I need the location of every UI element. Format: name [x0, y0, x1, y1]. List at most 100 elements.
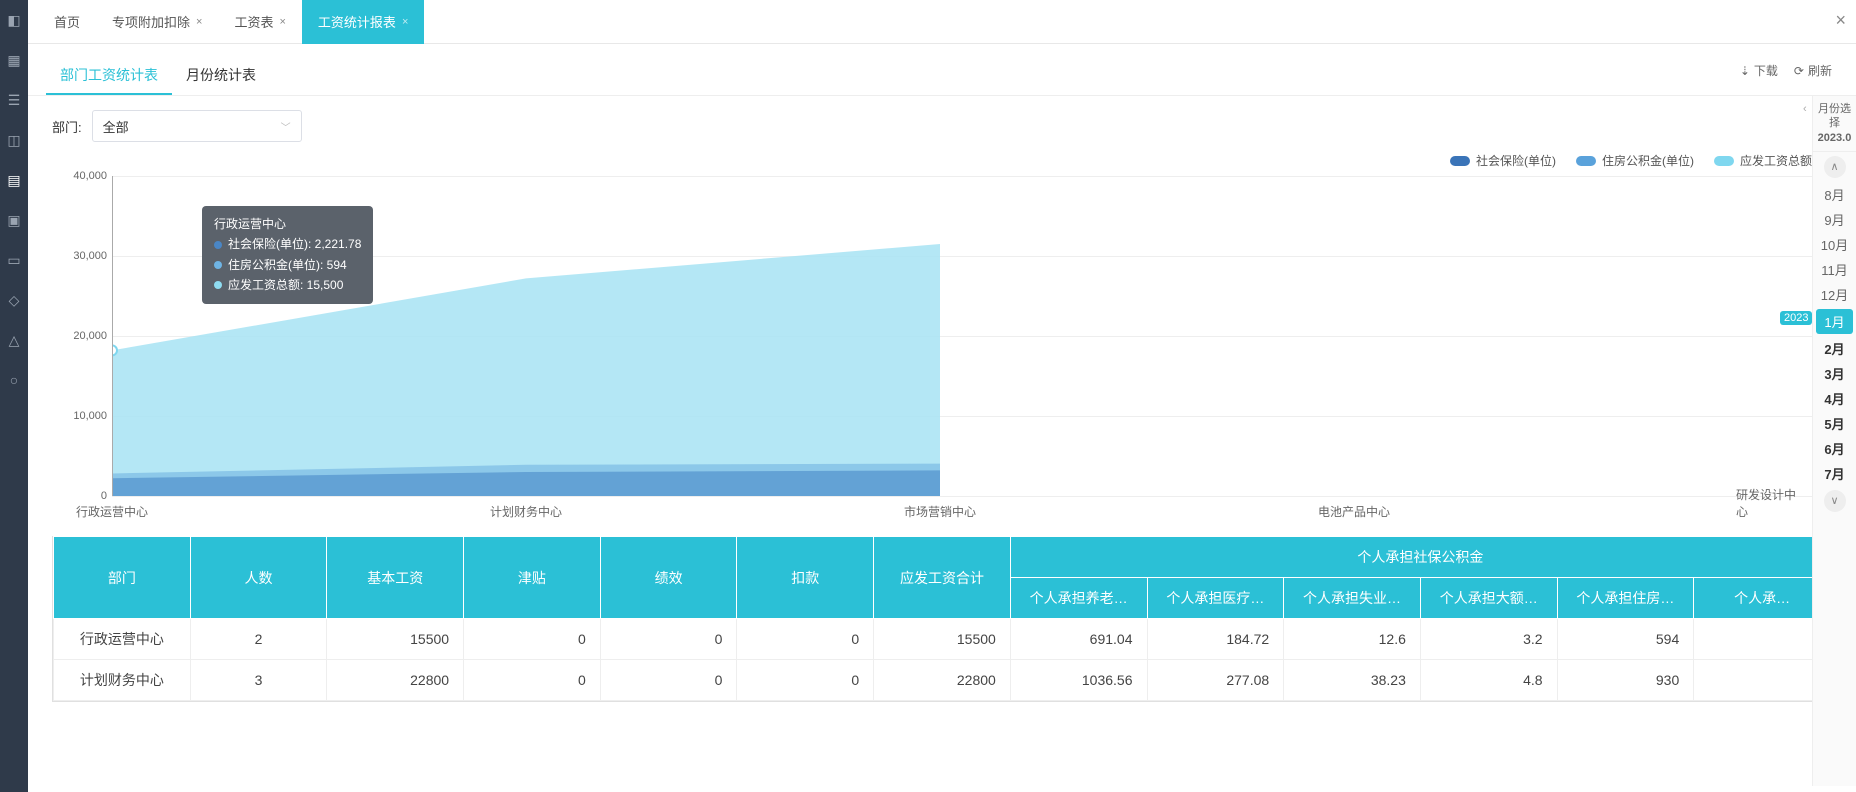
table-header: 应发工资合计 — [874, 537, 1011, 619]
month-item[interactable]: 9月 — [1813, 207, 1856, 232]
salary-chart: 社会保险(单位)住房公积金(单位)应发工资总额 010,00020,00030,… — [52, 156, 1832, 526]
download-icon: ⇣ — [1740, 64, 1750, 78]
nav-icon[interactable]: ◇ — [0, 280, 28, 320]
dept-select-value: 全部 — [103, 117, 129, 136]
month-item[interactable]: 11月 — [1813, 257, 1856, 282]
nav-icon[interactable]: ◫ — [0, 120, 28, 160]
nav-icon[interactable]: △ — [0, 320, 28, 360]
table-header: 津贴 — [464, 537, 601, 619]
nav-icon[interactable]: ▣ — [0, 200, 28, 240]
table-cell: 0 — [464, 660, 601, 701]
nav-icon[interactable]: ○ — [0, 360, 28, 400]
top-tab[interactable]: 工资统计报表 × — [302, 0, 424, 44]
table-subheader: 个人承担医疗… — [1147, 578, 1284, 619]
month-item[interactable]: 2月 — [1813, 336, 1856, 361]
table-cell: 0 — [737, 660, 874, 701]
tab-label: 专项附加扣除 — [112, 12, 190, 31]
table-subheader: 个人承担大额… — [1420, 578, 1557, 619]
month-item[interactable]: 10月 — [1813, 232, 1856, 257]
refresh-button[interactable]: ⟳刷新 — [1794, 62, 1832, 79]
y-axis-label: 0 — [52, 490, 107, 502]
nav-icon[interactable]: ◧ — [0, 0, 28, 40]
table-header: 部门 — [54, 537, 191, 619]
gridline — [112, 496, 1812, 497]
legend-dot — [1714, 156, 1734, 166]
y-axis-label: 20,000 — [52, 330, 107, 342]
download-button[interactable]: ⇣下载 — [1740, 62, 1778, 79]
tab-label: 首页 — [54, 12, 80, 31]
table-row[interactable]: 计划财务中心322800000228001036.56277.0838.234.… — [54, 660, 1831, 701]
month-item[interactable]: 7月 — [1813, 461, 1856, 486]
table-cell: 0 — [600, 619, 737, 660]
nav-icon[interactable]: ☰ — [0, 80, 28, 120]
chart-hover-line — [112, 176, 113, 496]
close-icon[interactable]: × — [279, 16, 285, 28]
top-tab[interactable]: 专项附加扣除 × — [96, 0, 218, 44]
chart-legend: 社会保险(单位) 住房公积金(单位) 应发工资总额 — [1450, 152, 1812, 169]
dept-filter-label: 部门: — [52, 117, 82, 136]
month-up-button[interactable]: ∧ — [1824, 156, 1846, 178]
x-axis-label: 计划财务中心 — [490, 503, 562, 520]
y-axis-label: 30,000 — [52, 250, 107, 262]
table-header-group: 个人承担社保公积金 — [1010, 537, 1830, 578]
month-selector-panel: ‹ 月份选择 2023.0 ∧ 8月9月10月11月12月1月20232月3月4… — [1812, 96, 1856, 786]
month-item[interactable]: 3月 — [1813, 361, 1856, 386]
month-item[interactable]: 4月 — [1813, 386, 1856, 411]
sub-tab[interactable]: 月份统计表 — [172, 57, 270, 95]
close-all-icon[interactable]: × — [1835, 10, 1846, 31]
month-item[interactable]: 5月 — [1813, 411, 1856, 436]
table-cell: 3.2 — [1420, 619, 1557, 660]
month-item[interactable]: 6月 — [1813, 436, 1856, 461]
month-down-button[interactable]: ∨ — [1824, 490, 1846, 512]
table-cell: 594 — [1557, 619, 1694, 660]
month-item[interactable]: 1月2023 — [1816, 309, 1853, 334]
table-cell: 2 — [190, 619, 327, 660]
table-cell: 1036.56 — [1010, 660, 1147, 701]
close-icon[interactable]: × — [196, 16, 202, 28]
dept-select[interactable]: 全部 ﹀ — [92, 110, 302, 142]
month-item[interactable]: 8月 — [1813, 182, 1856, 207]
chevron-down-icon: ﹀ — [281, 119, 291, 134]
table-header: 人数 — [190, 537, 327, 619]
table-cell: 3 — [190, 660, 327, 701]
table-cell: 12.6 — [1284, 619, 1421, 660]
table-row[interactable]: 行政运营中心21550000015500691.04184.7212.63.25… — [54, 619, 1831, 660]
x-axis-label: 研发设计中心 — [1736, 486, 1800, 520]
legend-dot — [1576, 156, 1596, 166]
top-tab[interactable]: 首页 — [38, 0, 96, 44]
table-cell: 0 — [600, 660, 737, 701]
nav-icon[interactable]: ▭ — [0, 240, 28, 280]
table-cell — [1694, 619, 1831, 660]
top-tab[interactable]: 工资表 × — [218, 0, 301, 44]
legend-label: 应发工资总额 — [1740, 152, 1812, 169]
legend-item[interactable]: 应发工资总额 — [1714, 152, 1812, 169]
month-item[interactable]: 12月 — [1813, 282, 1856, 307]
sub-tab[interactable]: 部门工资统计表 — [46, 57, 172, 95]
legend-label: 社会保险(单位) — [1476, 152, 1556, 169]
table-header: 扣款 — [737, 537, 874, 619]
refresh-icon: ⟳ — [1794, 64, 1804, 78]
y-axis-label: 40,000 — [52, 170, 107, 182]
close-icon[interactable]: × — [402, 16, 408, 28]
salary-table: 部门人数基本工资津贴绩效扣款应发工资合计个人承担社保公积金个人承担养老…个人承担… — [52, 536, 1832, 702]
left-nav-stub: ◧ ▦ ☰ ◫ ▤ ▣ ▭ ◇ △ ○ — [0, 0, 28, 792]
table-cell: 930 — [1557, 660, 1694, 701]
table-cell: 0 — [464, 619, 601, 660]
nav-icon[interactable]: ▤ — [0, 160, 28, 200]
legend-item[interactable]: 住房公积金(单位) — [1576, 152, 1694, 169]
tab-label: 工资统计报表 — [318, 12, 396, 31]
table-cell: 4.8 — [1420, 660, 1557, 701]
chevron-left-icon: ‹ — [1803, 102, 1807, 116]
month-panel-title[interactable]: ‹ 月份选择 2023.0 — [1813, 96, 1856, 152]
tab-label: 工资表 — [234, 12, 273, 31]
nav-icon[interactable]: ▦ — [0, 40, 28, 80]
table-cell: 22800 — [874, 660, 1011, 701]
table-cell: 行政运营中心 — [54, 619, 191, 660]
x-axis-label: 行政运营中心 — [76, 503, 148, 520]
table-cell: 15500 — [327, 619, 464, 660]
table-cell: 38.23 — [1284, 660, 1421, 701]
table-cell: 22800 — [327, 660, 464, 701]
x-axis-label: 电池产品中心 — [1318, 503, 1390, 520]
legend-item[interactable]: 社会保险(单位) — [1450, 152, 1556, 169]
table-subheader: 个人承担住房… — [1557, 578, 1694, 619]
